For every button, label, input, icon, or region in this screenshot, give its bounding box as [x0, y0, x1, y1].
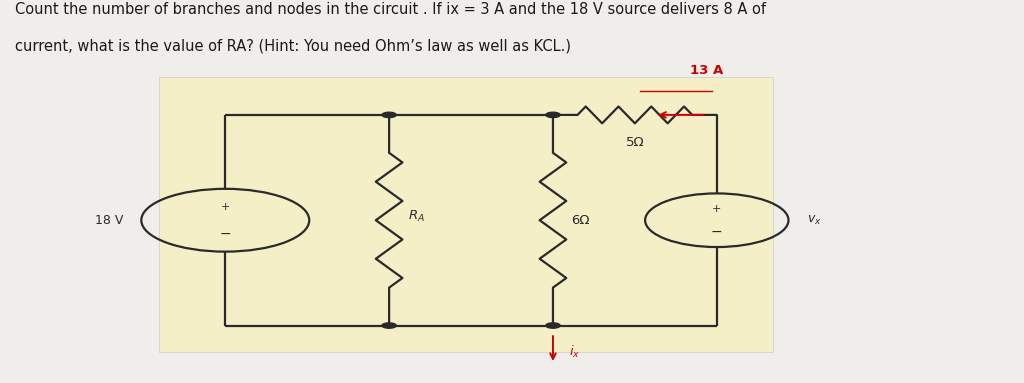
Text: +: +: [712, 204, 722, 214]
Circle shape: [546, 323, 560, 328]
Text: 18 V: 18 V: [94, 214, 123, 227]
Text: current, what is the value of RA? (Hint: You need Ohm’s law as well as KCL.): current, what is the value of RA? (Hint:…: [15, 38, 571, 53]
FancyBboxPatch shape: [159, 77, 773, 352]
Text: 5Ω: 5Ω: [626, 136, 644, 149]
Circle shape: [382, 112, 396, 118]
Text: $R_A$: $R_A$: [408, 209, 424, 224]
Circle shape: [382, 323, 396, 328]
Text: −: −: [711, 224, 723, 239]
Text: $v_x$: $v_x$: [807, 214, 821, 227]
Text: −: −: [219, 226, 231, 241]
Text: +: +: [220, 202, 230, 212]
Circle shape: [546, 112, 560, 118]
Text: $i_x$: $i_x$: [569, 344, 581, 360]
Text: Count the number of branches and nodes in the circuit . If ix = 3 A and the 18 V: Count the number of branches and nodes i…: [15, 2, 766, 17]
Text: 13 A: 13 A: [690, 64, 723, 77]
Text: 6Ω: 6Ω: [571, 214, 590, 227]
